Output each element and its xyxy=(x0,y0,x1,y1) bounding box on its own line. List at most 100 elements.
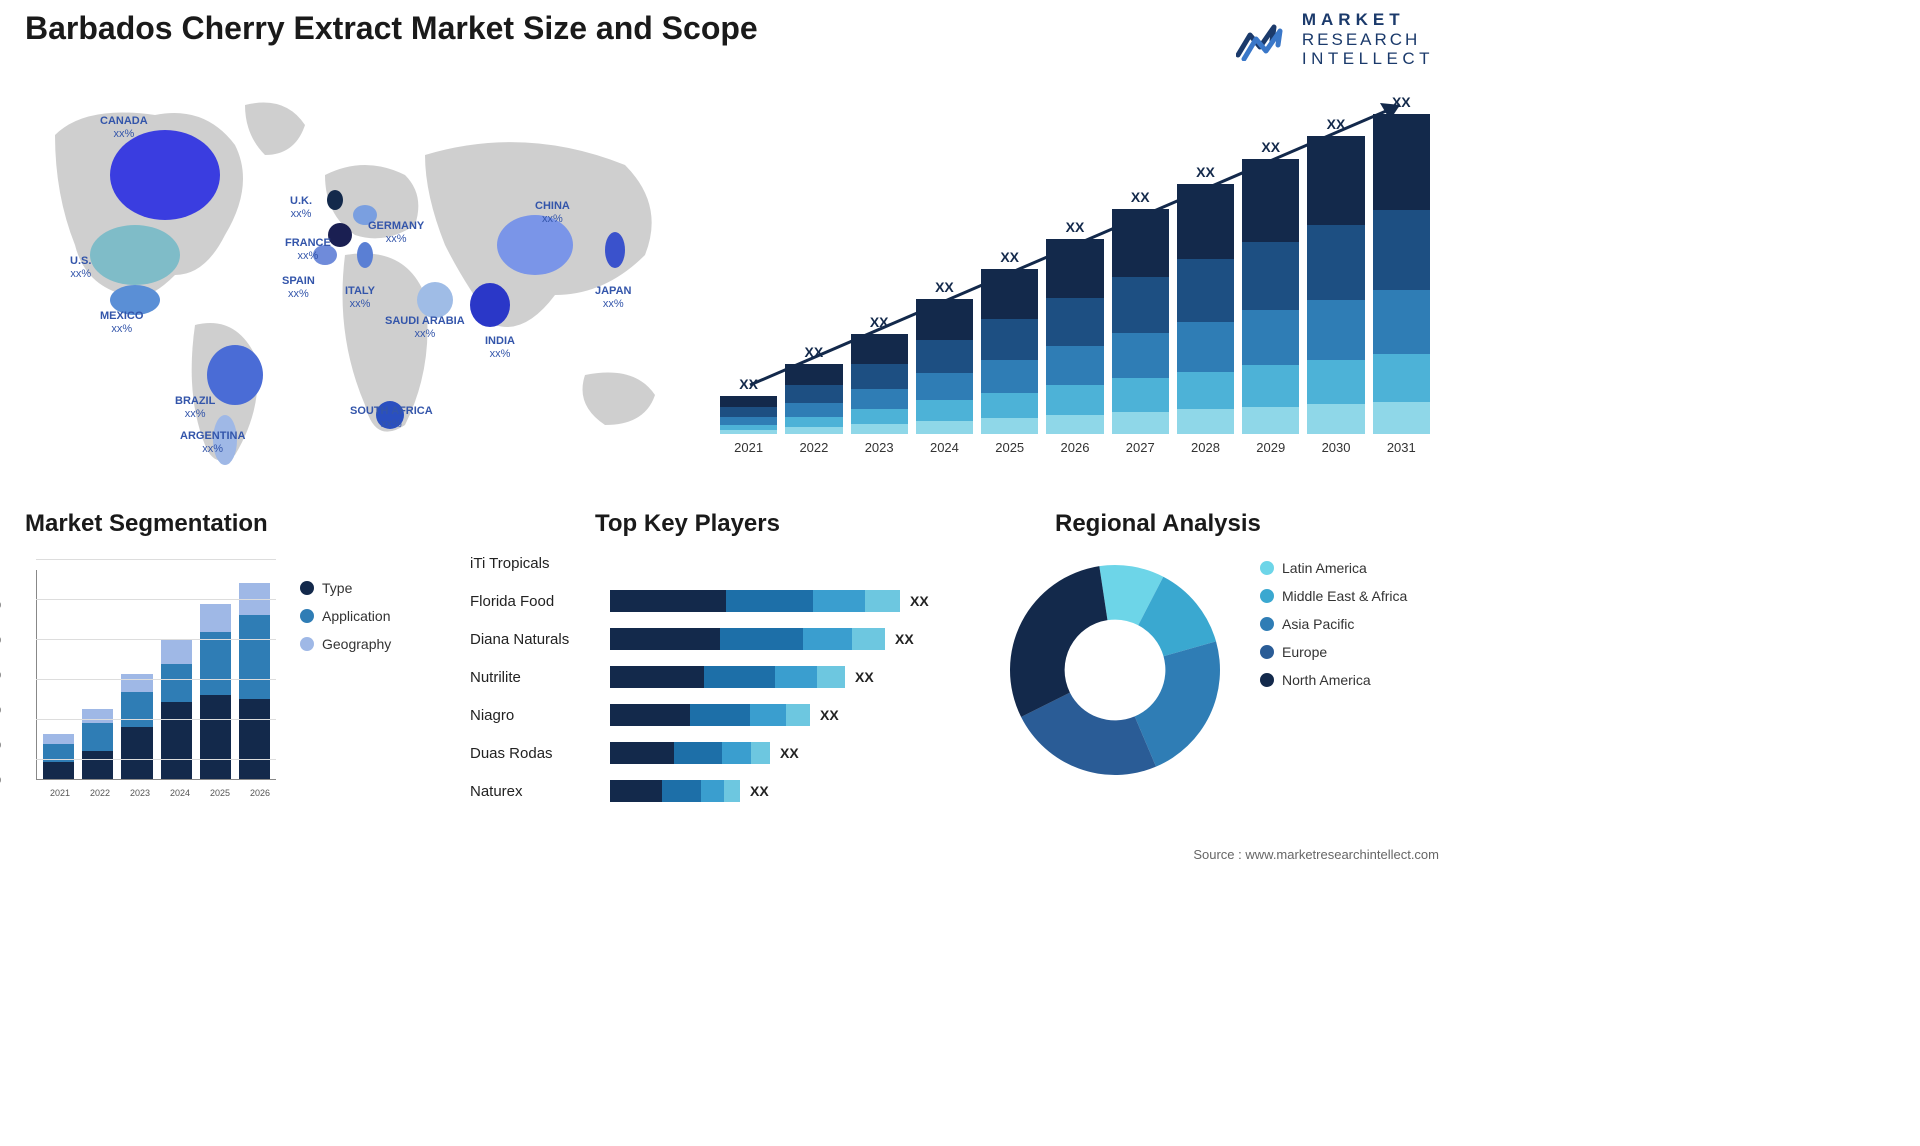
donut-slice xyxy=(1010,566,1107,717)
player-value: XX xyxy=(820,707,839,723)
seg-y-tick: 40 xyxy=(0,671,1,682)
legend-dot-icon xyxy=(1260,617,1274,631)
growth-year-label: 2029 xyxy=(1256,440,1285,455)
legend-label: Application xyxy=(322,608,391,624)
growth-year-label: 2023 xyxy=(865,440,894,455)
region-legend-item: Europe xyxy=(1260,644,1407,660)
world-map: CANADAxx%U.S.xx%MEXICOxx%BRAZILxx%ARGENT… xyxy=(25,75,685,475)
regional-donut xyxy=(1000,555,1230,785)
page-title: Barbados Cherry Extract Market Size and … xyxy=(25,10,758,47)
map-label-india: INDIAxx% xyxy=(485,335,515,361)
map-saudi xyxy=(417,282,453,318)
legend-dot-icon xyxy=(1260,673,1274,687)
map-label-china: CHINAxx% xyxy=(535,200,570,226)
growth-year-label: 2030 xyxy=(1322,440,1351,455)
player-name: Diana Naturals xyxy=(470,631,610,648)
seg-y-tick: 30 xyxy=(0,706,1,717)
map-label-germany: GERMANYxx% xyxy=(368,220,424,246)
seg-y-tick: 10 xyxy=(0,776,1,787)
map-label-southafrica: SOUTH AFRICAxx% xyxy=(350,405,433,431)
growth-year-label: 2031 xyxy=(1387,440,1416,455)
seg-x-label: 2022 xyxy=(90,788,110,798)
player-value: XX xyxy=(750,783,769,799)
player-value: XX xyxy=(910,593,929,609)
player-name: Duas Rodas xyxy=(470,745,610,762)
map-label-brazil: BRAZILxx% xyxy=(175,395,215,421)
player-value: XX xyxy=(855,669,874,685)
growth-year-label: 2027 xyxy=(1126,440,1155,455)
seg-x-label: 2021 xyxy=(50,788,70,798)
legend-dot-icon xyxy=(1260,645,1274,659)
growth-col-2023: XX2023 xyxy=(851,314,908,455)
logo-icon xyxy=(1236,17,1292,61)
growth-value-label: XX xyxy=(1327,116,1346,132)
map-label-saudiarabia: SAUDI ARABIAxx% xyxy=(385,315,465,341)
growth-col-2030: XX 2030 xyxy=(1307,116,1364,455)
player-name: iTi Tropicals xyxy=(470,555,610,572)
player-row: Florida FoodXX xyxy=(470,588,970,614)
logo-text-3: INTELLECT xyxy=(1302,49,1434,69)
legend-label: Type xyxy=(322,580,352,596)
growth-col-2025: XX2025 xyxy=(981,249,1038,455)
map-label-mexico: MEXICOxx% xyxy=(100,310,143,336)
seg-col-2026 xyxy=(239,583,270,779)
segmentation-title: Market Segmentation xyxy=(25,510,268,538)
brand-logo: MARKET RESEARCH INTELLECT xyxy=(1236,10,1434,69)
map-uk xyxy=(327,190,343,210)
player-name: Niagro xyxy=(470,707,610,724)
growth-year-label: 2025 xyxy=(995,440,1024,455)
region-legend-item: North America xyxy=(1260,672,1407,688)
segmentation-legend: TypeApplicationGeography xyxy=(300,580,391,664)
growth-value-label: XX xyxy=(1066,219,1085,235)
growth-year-label: 2022 xyxy=(799,440,828,455)
seg-x-label: 2024 xyxy=(170,788,190,798)
growth-col-2027: XX 2027 xyxy=(1112,189,1169,455)
seg-y-tick: 50 xyxy=(0,636,1,647)
player-row: Duas RodasXX xyxy=(470,740,970,766)
seg-legend-item: Type xyxy=(300,580,391,596)
seg-x-label: 2025 xyxy=(210,788,230,798)
player-row: Niagro XX xyxy=(470,702,970,728)
map-label-spain: SPAINxx% xyxy=(282,275,315,301)
seg-legend-item: Application xyxy=(300,608,391,624)
growth-year-label: 2026 xyxy=(1061,440,1090,455)
region-legend-item: Asia Pacific xyxy=(1260,616,1407,632)
map-label-uk: U.K.xx% xyxy=(290,195,312,221)
player-row: NutriliteXX xyxy=(470,664,970,690)
growth-chart: XX2021XX2022XX2023XX2024XX2025XX2026XX20… xyxy=(720,85,1430,485)
segmentation-chart: 202120222023202420252026 102030405060 xyxy=(10,550,290,830)
regional-legend: Latin AmericaMiddle East & AfricaAsia Pa… xyxy=(1260,560,1407,700)
map-us xyxy=(90,225,180,285)
key-players-title: Top Key Players xyxy=(595,510,780,538)
growth-col-2021: XX2021 xyxy=(720,376,777,455)
growth-col-2029: XX2029 xyxy=(1242,139,1299,455)
legend-dot-icon xyxy=(300,581,314,595)
key-players-chart: iTi Tropicals Florida FoodXX Diana Natural… xyxy=(470,550,970,816)
map-label-france: FRANCExx% xyxy=(285,237,331,263)
region-legend-item: Middle East & Africa xyxy=(1260,588,1407,604)
legend-dot-icon xyxy=(300,637,314,651)
map-canada xyxy=(110,130,220,220)
player-name: Naturex xyxy=(470,783,610,800)
growth-value-label: XX xyxy=(1131,189,1150,205)
seg-col-2021 xyxy=(43,734,74,780)
seg-y-tick: 60 xyxy=(0,601,1,612)
growth-year-label: 2028 xyxy=(1191,440,1220,455)
map-label-japan: JAPANxx% xyxy=(595,285,631,311)
growth-col-2028: XX2028 xyxy=(1177,164,1234,455)
map-label-argentina: ARGENTINAxx% xyxy=(180,430,245,456)
legend-dot-icon xyxy=(300,609,314,623)
legend-dot-icon xyxy=(1260,561,1274,575)
legend-label: Asia Pacific xyxy=(1282,616,1354,632)
logo-text-1: MARKET xyxy=(1302,10,1434,30)
seg-x-label: 2026 xyxy=(250,788,270,798)
regional-title: Regional Analysis xyxy=(1055,510,1261,538)
player-row: iTi Tropicals xyxy=(470,550,970,576)
map-japan xyxy=(605,232,625,268)
growth-value-label: XX xyxy=(1392,94,1411,110)
seg-col-2025 xyxy=(200,604,231,779)
map-label-us: U.S.xx% xyxy=(70,255,91,281)
growth-col-2031: XX 2031 xyxy=(1373,94,1430,455)
logo-text-2: RESEARCH xyxy=(1302,30,1434,50)
seg-col-2024 xyxy=(161,639,192,779)
